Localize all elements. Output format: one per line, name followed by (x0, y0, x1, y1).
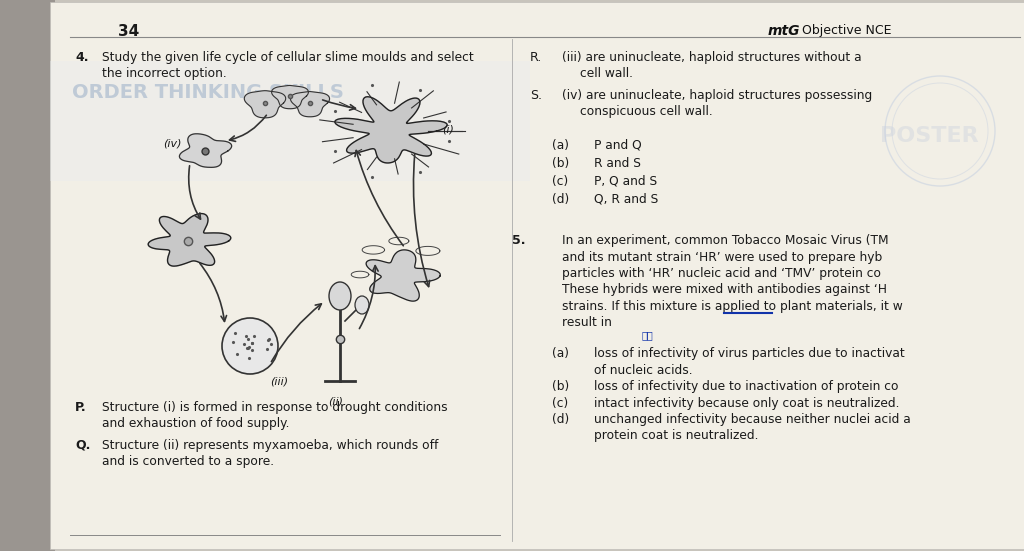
Text: of nucleic acids.: of nucleic acids. (594, 364, 692, 376)
Polygon shape (148, 214, 230, 266)
Text: (b): (b) (552, 380, 569, 393)
Text: ORDER THINKING SKILLS: ORDER THINKING SKILLS (72, 83, 344, 102)
Text: (iii): (iii) (270, 376, 288, 386)
Polygon shape (367, 250, 440, 301)
Text: S.: S. (530, 89, 542, 102)
Text: and is converted to a spore.: and is converted to a spore. (102, 455, 274, 468)
Text: P, Q and S: P, Q and S (594, 175, 657, 188)
Text: (a): (a) (552, 139, 569, 152)
Text: (d): (d) (552, 413, 569, 426)
Text: strains. If this mixture is applied to plant materials, it w: strains. If this mixture is applied to p… (562, 300, 903, 313)
Text: (c): (c) (552, 397, 568, 409)
Text: (b): (b) (552, 157, 569, 170)
Text: Objective NCE: Objective NCE (798, 24, 892, 37)
Text: unchanged infectivity because neither nuclei acid a: unchanged infectivity because neither nu… (594, 413, 910, 426)
Polygon shape (291, 91, 330, 117)
Text: (i): (i) (442, 124, 454, 134)
Text: result in: result in (562, 316, 612, 329)
Text: cell wall.: cell wall. (580, 67, 633, 80)
Text: protein coat is neutralized.: protein coat is neutralized. (594, 429, 759, 442)
Text: P.: P. (75, 401, 87, 414)
Text: These hybrids were mixed with antibodies against ‘H: These hybrids were mixed with antibodies… (562, 284, 887, 296)
Polygon shape (335, 97, 447, 163)
Polygon shape (245, 91, 286, 118)
Text: (iv) are uninucleate, haploid structures possessing: (iv) are uninucleate, haploid structures… (562, 89, 872, 102)
Text: and its mutant strain ‘HR’ were used to prepare hyb: and its mutant strain ‘HR’ were used to … (562, 251, 883, 263)
Text: Structure (ii) represents myxamoeba, which rounds off: Structure (ii) represents myxamoeba, whi… (102, 439, 438, 452)
Text: intact infectivity because only coat is neutralized.: intact infectivity because only coat is … (594, 397, 899, 409)
Circle shape (222, 318, 278, 374)
Text: (iv): (iv) (163, 138, 181, 148)
Ellipse shape (355, 296, 369, 314)
Text: अर: अर (642, 331, 653, 341)
Text: 34: 34 (118, 24, 139, 39)
Text: loss of infectivity of virus particles due to inactivat: loss of infectivity of virus particles d… (594, 347, 905, 360)
Text: (c): (c) (552, 175, 568, 188)
Text: 5.: 5. (512, 234, 525, 247)
Text: (d): (d) (552, 193, 569, 206)
Text: conspicuous cell wall.: conspicuous cell wall. (580, 105, 713, 118)
Text: (ii): (ii) (328, 396, 343, 406)
Text: (a): (a) (552, 347, 569, 360)
FancyBboxPatch shape (50, 61, 530, 181)
FancyBboxPatch shape (50, 2, 1024, 549)
Text: POSTER: POSTER (880, 126, 979, 146)
Text: P and Q: P and Q (594, 139, 642, 152)
Text: R.: R. (530, 51, 543, 64)
Text: Q, R and S: Q, R and S (594, 193, 658, 206)
Text: Q.: Q. (75, 439, 90, 452)
Text: particles with ‘HR’ nucleic acid and ‘TMV’ protein co: particles with ‘HR’ nucleic acid and ‘TM… (562, 267, 881, 280)
Text: Study the given life cycle of cellular slime moulds and select: Study the given life cycle of cellular s… (102, 51, 474, 64)
Text: In an experiment, common Tobacco Mosaic Virus (TM: In an experiment, common Tobacco Mosaic … (562, 234, 889, 247)
Text: loss of infectivity due to inactivation of protein co: loss of infectivity due to inactivation … (594, 380, 898, 393)
Text: mtG: mtG (768, 24, 801, 38)
Text: the incorrect option.: the incorrect option. (102, 67, 226, 80)
Text: and exhaustion of food supply.: and exhaustion of food supply. (102, 417, 290, 430)
Ellipse shape (329, 282, 351, 310)
Text: R and S: R and S (594, 157, 641, 170)
Text: (iii) are uninucleate, haploid structures without a: (iii) are uninucleate, haploid structure… (562, 51, 861, 64)
Text: 4.: 4. (75, 51, 88, 64)
Text: Structure (i) is formed in response to drought conditions: Structure (i) is formed in response to d… (102, 401, 447, 414)
Polygon shape (179, 134, 231, 168)
Polygon shape (271, 85, 308, 109)
Polygon shape (0, 0, 55, 551)
